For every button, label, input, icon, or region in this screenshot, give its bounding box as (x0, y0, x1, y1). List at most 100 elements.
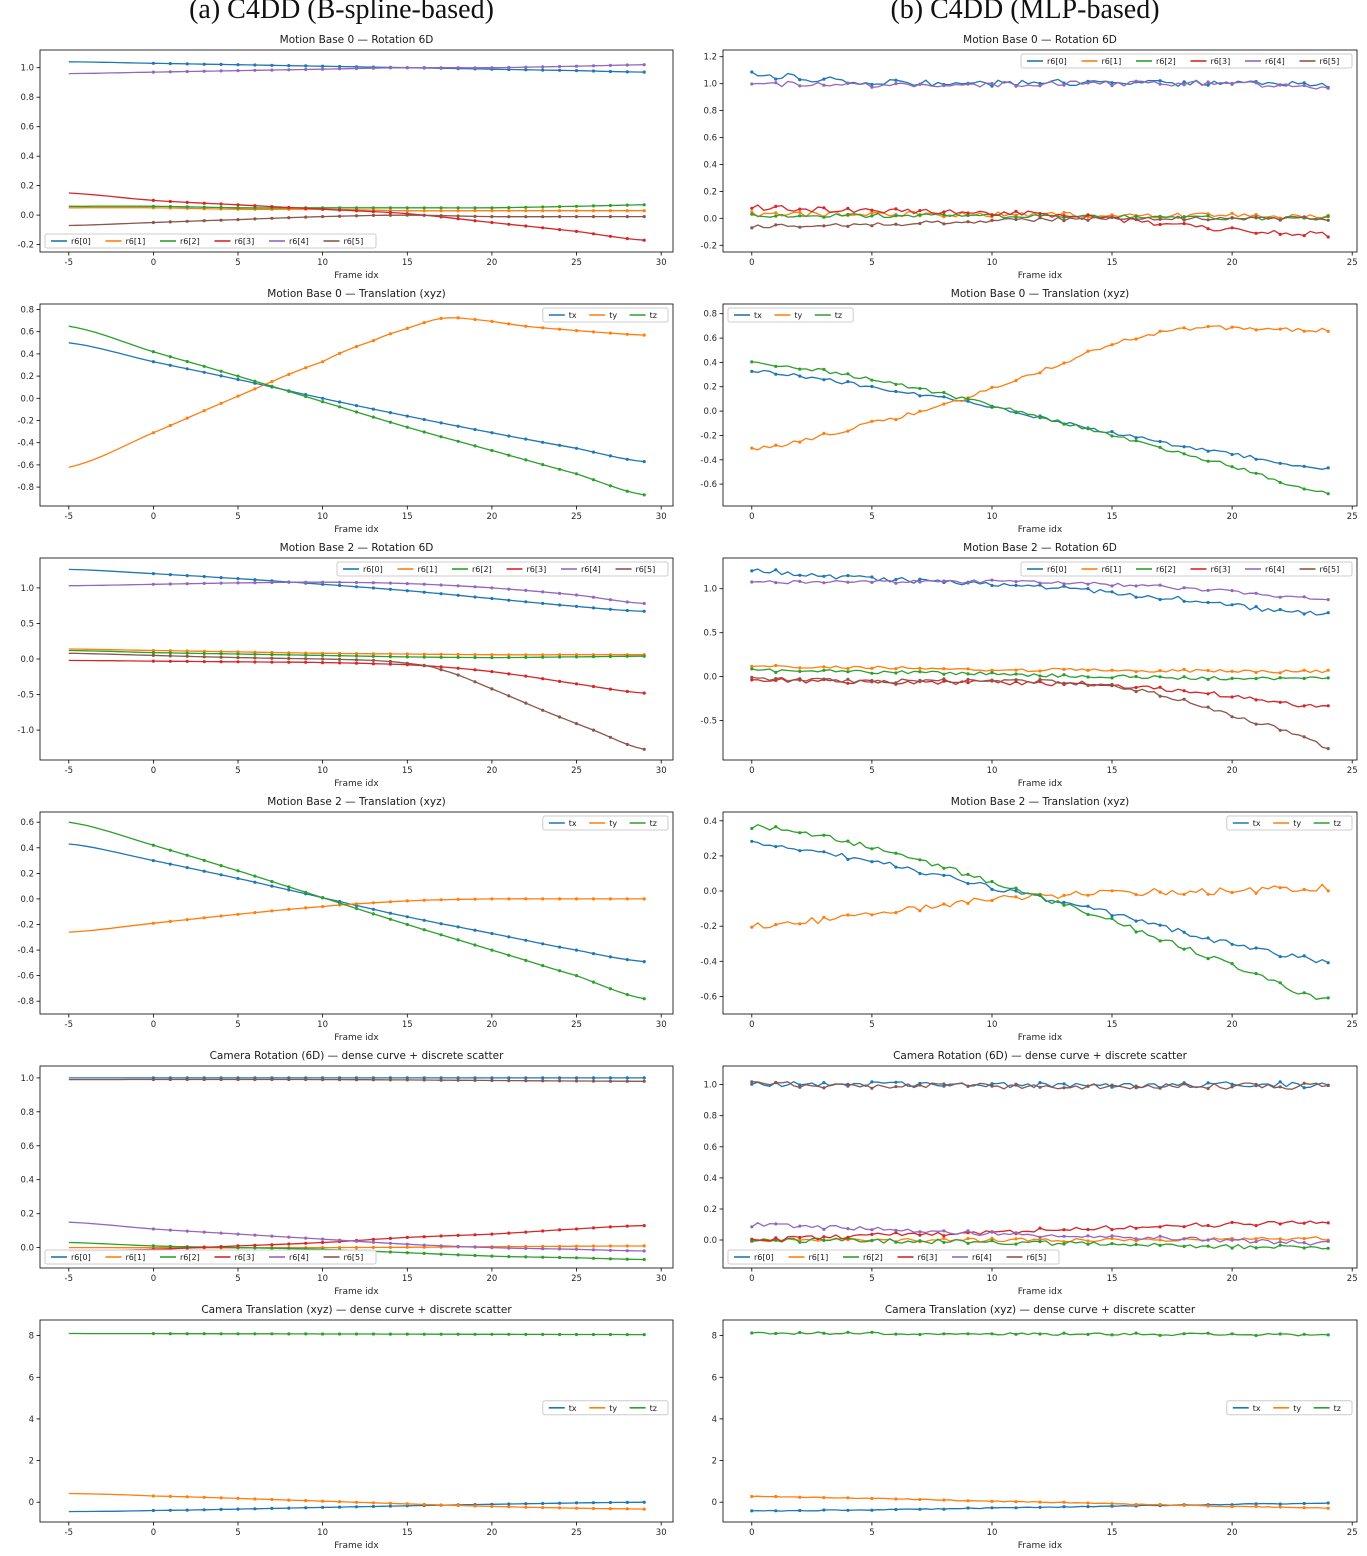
svg-text:6: 6 (29, 1373, 34, 1383)
svg-text:ty: ty (1293, 819, 1301, 828)
svg-text:25: 25 (1347, 512, 1358, 522)
svg-text:-5: -5 (65, 512, 73, 522)
svg-text:2: 2 (712, 1457, 717, 1467)
svg-text:0.4: 0.4 (703, 358, 717, 368)
svg-text:0.0: 0.0 (20, 211, 34, 221)
svg-text:0.5: 0.5 (20, 619, 34, 629)
figure-header: (a) C4DD (B-spline-based) (b) C4DD (MLP-… (0, 0, 1367, 30)
svg-text:Frame idx: Frame idx (334, 271, 379, 281)
svg-text:0.8: 0.8 (20, 93, 34, 103)
svg-text:-5: -5 (65, 766, 73, 776)
svg-text:ty: ty (609, 819, 617, 828)
svg-text:0: 0 (749, 1020, 754, 1030)
svg-text:0: 0 (749, 766, 754, 776)
svg-text:20: 20 (1227, 766, 1238, 776)
svg-text:r6[2]: r6[2] (1156, 565, 1176, 574)
svg-text:15: 15 (402, 1020, 413, 1030)
svg-text:0: 0 (151, 1528, 156, 1538)
chart-camera-rotation-6d-bspline: -5 0 5 10 15 20 25 30 0.0 0.2 0.4 0.6 0.8 1.0 Camera R… (0, 1046, 683, 1300)
svg-text:Motion Base 2 — Translation (x: Motion Base 2 — Translation (xyz) (267, 796, 445, 808)
svg-text:25: 25 (1347, 766, 1358, 776)
chart-motion-base-2-translation-bspline: -5 0 5 10 15 20 25 30 -0.8 -0.6 -0.4 -0.2 0.0 0.2 0.4 0… (0, 792, 683, 1046)
svg-text:-0.4: -0.4 (17, 946, 34, 956)
svg-text:0.4: 0.4 (703, 817, 717, 827)
svg-text:0.4: 0.4 (703, 1174, 717, 1184)
svg-text:Camera Translation (xyz) — den: Camera Translation (xyz) — dense curve +… (885, 1304, 1196, 1316)
svg-text:20: 20 (486, 512, 497, 522)
svg-text:0.6: 0.6 (20, 818, 34, 828)
svg-text:10: 10 (987, 1274, 998, 1284)
svg-text:20: 20 (1227, 1528, 1238, 1538)
svg-text:-0.6: -0.6 (700, 992, 717, 1002)
svg-text:5: 5 (869, 1528, 874, 1538)
svg-text:tx: tx (569, 1404, 577, 1413)
svg-text:30: 30 (656, 512, 667, 522)
svg-text:tx: tx (1253, 819, 1261, 828)
svg-text:10: 10 (317, 766, 328, 776)
svg-text:4: 4 (29, 1415, 34, 1425)
svg-text:0.8: 0.8 (703, 1112, 717, 1122)
svg-text:r6[5]: r6[5] (1027, 1253, 1047, 1262)
svg-text:-0.2: -0.2 (17, 417, 34, 427)
svg-text:20: 20 (486, 1020, 497, 1030)
svg-text:20: 20 (1227, 258, 1238, 268)
svg-text:30: 30 (656, 258, 667, 268)
column-title-b: (b) C4DD (MLP-based) (890, 0, 1160, 25)
svg-text:20: 20 (486, 766, 497, 776)
svg-text:15: 15 (402, 766, 413, 776)
svg-text:10: 10 (317, 258, 328, 268)
svg-text:r6[1]: r6[1] (809, 1253, 829, 1262)
chart-motion-base-0-rotation-6d-bspline: -5 0 5 10 15 20 25 30 -0.2 0.0 0.2 0.4 0.6 0.8 1.0 Moti… (0, 30, 683, 284)
svg-text:0.6: 0.6 (20, 123, 34, 133)
chart-motion-base-2-rotation-6d-bspline: -5 0 5 10 15 20 25 30 -1.0 -0.5 0.0 0.5 1.0 Motion Ba… (0, 538, 683, 792)
svg-text:Motion Base 0 — Rotation 6D: Motion Base 0 — Rotation 6D (963, 34, 1117, 46)
svg-text:tx: tx (1253, 1404, 1261, 1413)
svg-text:0.0: 0.0 (703, 1236, 717, 1246)
svg-text:-5: -5 (65, 1528, 73, 1538)
svg-text:15: 15 (1107, 1274, 1118, 1284)
svg-text:0: 0 (151, 766, 156, 776)
svg-text:5: 5 (235, 766, 240, 776)
svg-text:Frame idx: Frame idx (1018, 1033, 1063, 1043)
svg-text:0.2: 0.2 (703, 187, 717, 197)
svg-text:0.2: 0.2 (20, 1210, 34, 1220)
chart-motion-base-0-translation-mlp: 0 5 10 15 20 25 -0.6 -0.4 -0.2 0.0 0.2 0.4 0.6 0.8 Mot… (683, 284, 1367, 538)
svg-text:20: 20 (1227, 1274, 1238, 1284)
svg-text:r6[4]: r6[4] (289, 1253, 309, 1262)
svg-text:0: 0 (29, 1498, 34, 1508)
svg-text:10: 10 (317, 1274, 328, 1284)
svg-text:0.2: 0.2 (20, 372, 34, 382)
svg-text:25: 25 (571, 512, 582, 522)
svg-text:0.4: 0.4 (703, 161, 717, 171)
column-title-a: (a) C4DD (B-spline-based) (189, 0, 494, 25)
svg-text:r6[3]: r6[3] (235, 1253, 255, 1262)
svg-text:25: 25 (571, 766, 582, 776)
svg-text:tz: tz (1334, 819, 1341, 828)
svg-text:4: 4 (712, 1415, 717, 1425)
chart-motion-base-0-rotation-6d-mlp: 0 5 10 15 20 25 -0.2 0.0 0.2 0.4 0.6 0.8 1.0 1.2 Motio… (683, 30, 1367, 284)
svg-text:r6[3]: r6[3] (1211, 57, 1231, 66)
svg-text:r6[2]: r6[2] (1156, 57, 1176, 66)
svg-text:0.6: 0.6 (20, 1142, 34, 1152)
svg-text:-5: -5 (65, 1020, 73, 1030)
svg-text:0: 0 (749, 512, 754, 522)
svg-text:25: 25 (571, 1020, 582, 1030)
svg-text:10: 10 (987, 512, 998, 522)
svg-text:1.2: 1.2 (703, 53, 717, 63)
svg-text:25: 25 (1347, 1020, 1358, 1030)
svg-text:10: 10 (987, 1020, 998, 1030)
svg-text:r6[2]: r6[2] (472, 565, 492, 574)
svg-text:2: 2 (29, 1457, 34, 1467)
svg-text:r6[3]: r6[3] (527, 565, 547, 574)
svg-text:15: 15 (402, 1528, 413, 1538)
svg-text:5: 5 (869, 258, 874, 268)
svg-text:1.0: 1.0 (20, 584, 34, 594)
svg-text:5: 5 (235, 512, 240, 522)
svg-text:Camera Rotation (6D) — dense c: Camera Rotation (6D) — dense curve + dis… (893, 1050, 1188, 1062)
svg-text:5: 5 (235, 1020, 240, 1030)
svg-text:0.4: 0.4 (20, 844, 34, 854)
svg-text:0.6: 0.6 (20, 328, 34, 338)
svg-text:r6[2]: r6[2] (180, 1253, 200, 1262)
svg-text:r6[0]: r6[0] (1047, 57, 1067, 66)
svg-text:r6[5]: r6[5] (636, 565, 656, 574)
